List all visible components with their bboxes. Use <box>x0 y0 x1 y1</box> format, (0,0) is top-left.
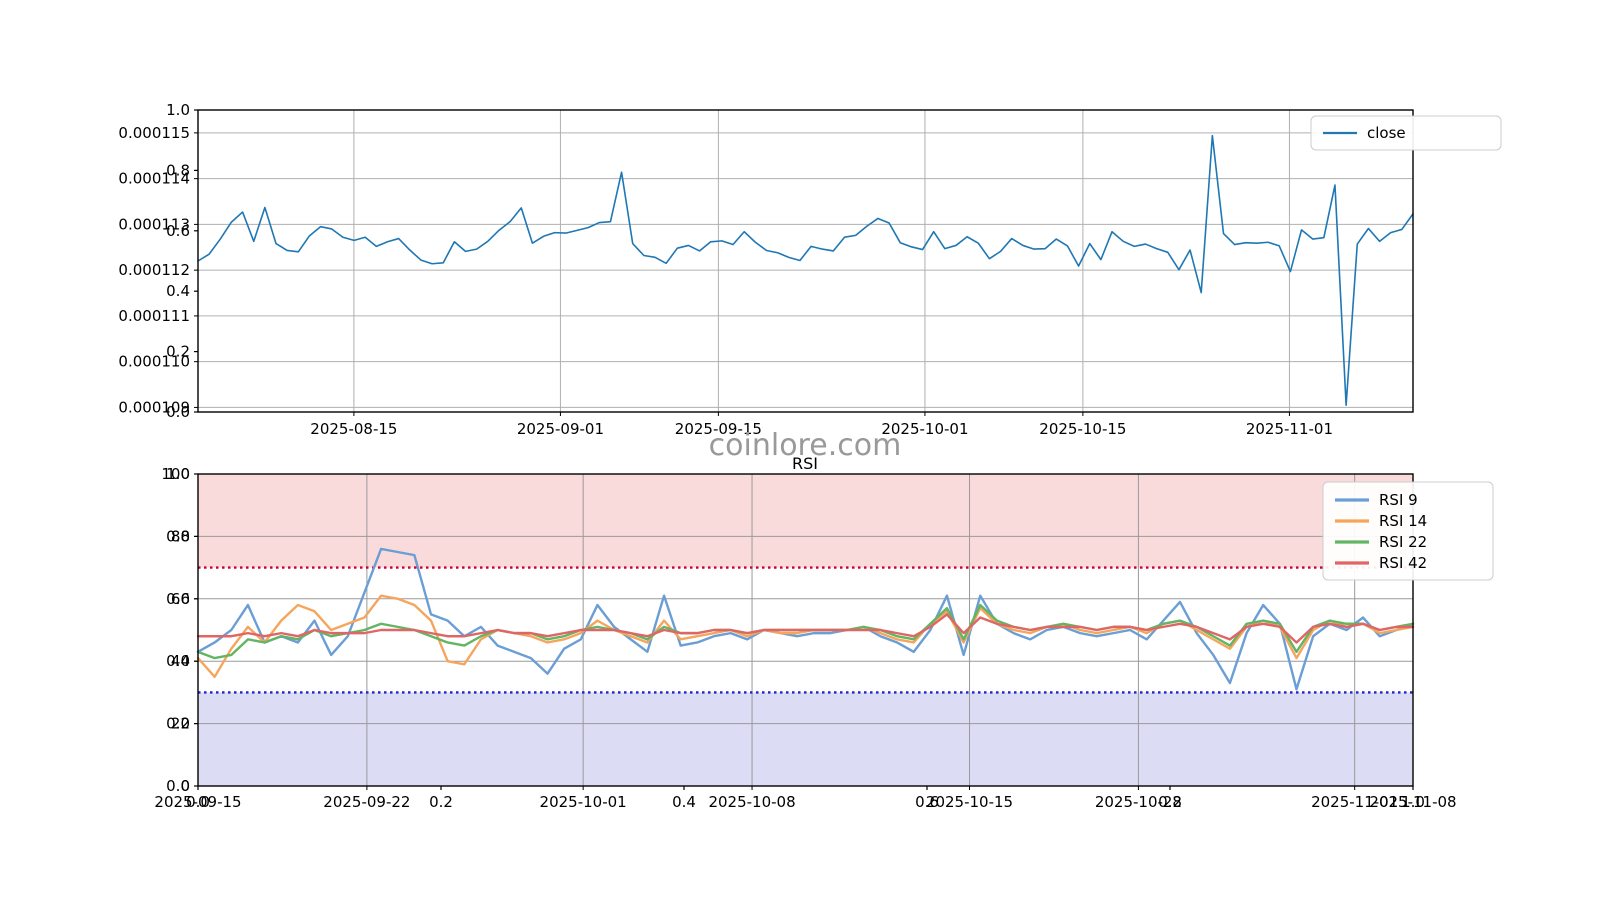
price-y-tick-label: 0.000109 <box>118 398 190 416</box>
price-y-tick-label: 0.000113 <box>118 215 190 233</box>
price-y-tick-label-secondary: 0.0 <box>166 403 190 421</box>
rsi-legend-label-rsi-22: RSI 22 <box>1379 533 1427 551</box>
rsi-x-tick-label-secondary: 0.8 <box>1158 793 1182 811</box>
rsi-legend[interactable]: RSI 9 RSI 14 RSI 22 RSI 42 <box>1322 481 1494 581</box>
rsi-x-tick-label: 2025-10-01 <box>540 793 627 811</box>
rsi-legend-label-rsi-9: RSI 9 <box>1379 491 1418 509</box>
price-x-tick-label: 2025-08-15 <box>310 420 397 438</box>
rsi-panel-title: RSI <box>792 454 818 473</box>
rsi-x-tick-label-secondary: 1.0 <box>1401 793 1425 811</box>
rsi-x-tick-label: 2025-10-08 <box>708 793 795 811</box>
rsi-y-tick-label-secondary: 0.6 <box>166 590 190 608</box>
rsi-axes-frame <box>197 473 1414 787</box>
rsi-y-tick-label: 20 <box>171 715 190 733</box>
rsi-y-tick-label: 0 <box>180 777 190 795</box>
rsi-x-tick-label: 2025-09-15 <box>154 793 241 811</box>
price-y-tick-label-secondary: 1.0 <box>166 101 190 119</box>
price-y-tick-label: 0.000111 <box>118 307 190 325</box>
rsi-x-tick-label-secondary: 0.0 <box>186 793 210 811</box>
price-x-tick-label: 2025-09-15 <box>675 420 762 438</box>
rsi-y-tick-label: 100 <box>161 465 190 483</box>
price-axes-frame <box>197 109 1414 413</box>
rsi-line-rsi-9 <box>196 547 1415 691</box>
price-line-close <box>197 134 1414 406</box>
rsi-oversold-zone <box>198 692 1413 786</box>
price-y-tick-label: 0.000114 <box>118 170 190 188</box>
price-y-tick-label: 0.000115 <box>118 124 190 142</box>
price-x-tick-label: 2025-09-01 <box>517 420 604 438</box>
rsi-x-tick-label: 2025-10-22 <box>1095 793 1182 811</box>
rsi-y-tick-label-secondary: 1.0 <box>166 465 190 483</box>
rsi-y-tick-label-secondary: 0.2 <box>166 715 190 733</box>
rsi-y-tick-label-secondary: 0.0 <box>166 777 190 795</box>
price-legend-box <box>1310 115 1502 151</box>
price-legend-label-close: close <box>1367 124 1406 142</box>
rsi-x-tick-label: 2025-11-08 <box>1369 793 1456 811</box>
rsi-legend-box <box>1322 481 1494 581</box>
rsi-line-rsi-42 <box>196 613 1415 644</box>
rsi-x-tick-label: 2025-09-22 <box>323 793 410 811</box>
rsi-legend-label-rsi-14: RSI 14 <box>1379 512 1427 530</box>
rsi-panel: 0 20 40 60 80 100 0.0 0.2 0.4 0.6 0.8 1.0 2025-09-15… <box>154 465 1494 811</box>
rsi-y-tick-label: 80 <box>171 527 190 545</box>
rsi-line-rsi-14 <box>196 594 1415 678</box>
rsi-y-tick-label: 40 <box>171 652 190 670</box>
price-y-tick-label-secondary: 0.2 <box>166 343 190 361</box>
rsi-y-tick-label-secondary: 0.8 <box>166 527 190 545</box>
price-x-tick-label: 2025-10-01 <box>881 420 968 438</box>
price-y-tick-label: 0.000110 <box>118 353 190 371</box>
rsi-x-tick-label-secondary: 0.2 <box>429 793 453 811</box>
rsi-x-tick-label: 2025-10-15 <box>926 793 1013 811</box>
watermark-text: coinlore.com <box>709 428 902 463</box>
price-legend[interactable]: close <box>1310 115 1502 151</box>
rsi-y-tick-label-secondary: 0.4 <box>166 652 190 670</box>
price-plot-background <box>198 110 1413 412</box>
price-y-tick-label-secondary: 0.8 <box>166 161 190 179</box>
price-x-tick-label: 2025-10-15 <box>1039 420 1126 438</box>
price-x-tick-label: 2025-11-01 <box>1246 420 1333 438</box>
price-y-tick-label: 0.000112 <box>118 261 190 279</box>
rsi-x-tick-label: 2025-11-01 <box>1311 793 1398 811</box>
price-y-tick-label-secondary: 0.4 <box>166 282 190 300</box>
rsi-y-tick-label: 60 <box>171 590 190 608</box>
rsi-x-tick-label-secondary: 0.4 <box>672 793 696 811</box>
price-y-tick-label-secondary: 0.6 <box>166 222 190 240</box>
rsi-x-tick-label-secondary: 0.6 <box>915 793 939 811</box>
rsi-legend-label-rsi-42: RSI 42 <box>1379 554 1427 572</box>
price-panel: 0.000109 0.000110 0.000111 0.000112 0.000113… <box>118 101 1502 438</box>
